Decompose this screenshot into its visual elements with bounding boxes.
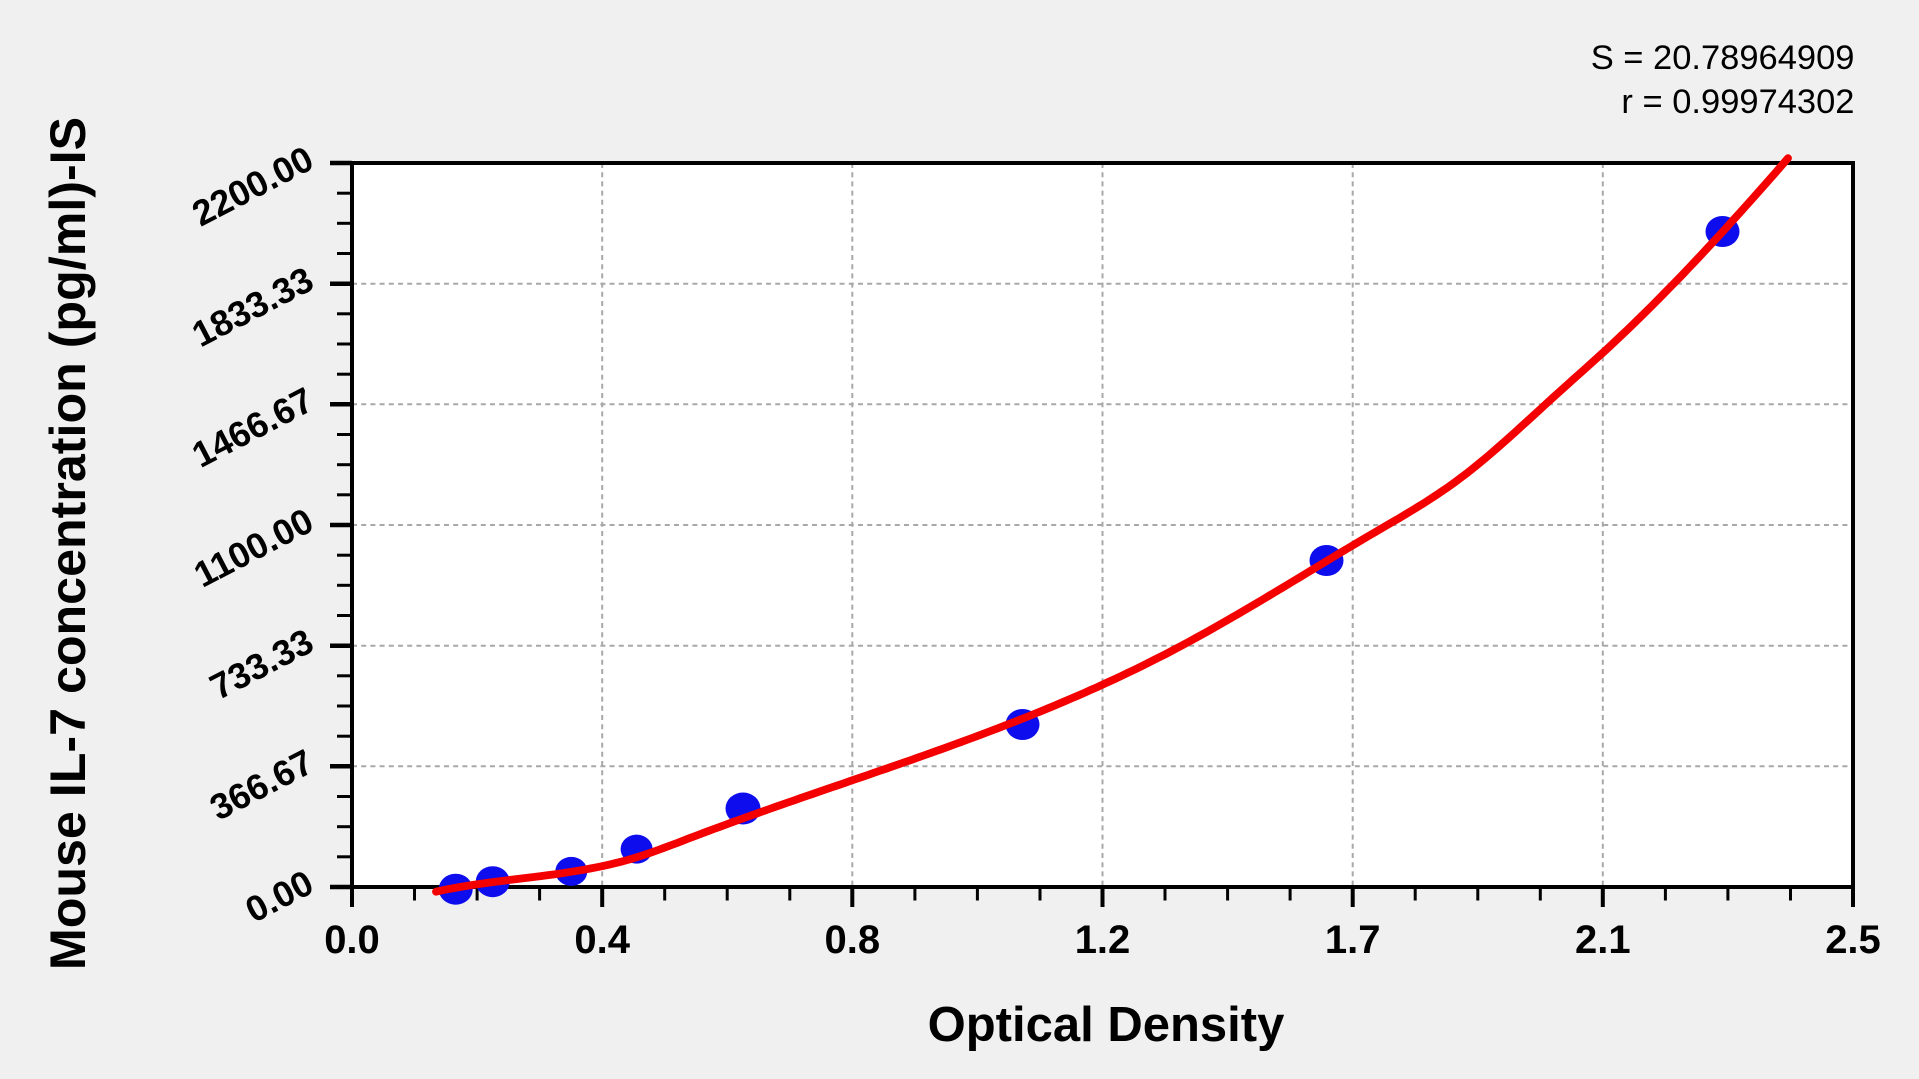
svg-text:0.0: 0.0: [324, 918, 380, 962]
svg-text:Mouse IL-7 concentration (pg/m: Mouse IL-7 concentration (pg/ml)-IS: [40, 117, 96, 970]
svg-text:S = 20.78964909: S = 20.78964909: [1591, 39, 1855, 77]
svg-text:2.5: 2.5: [1825, 918, 1881, 962]
svg-text:0.8: 0.8: [824, 918, 880, 962]
svg-text:2.1: 2.1: [1575, 918, 1631, 962]
svg-text:r = 0.99974302: r = 0.99974302: [1621, 83, 1854, 121]
svg-text:1.7: 1.7: [1325, 918, 1381, 962]
svg-text:1.2: 1.2: [1075, 918, 1131, 962]
svg-text:Optical Density: Optical Density: [928, 998, 1285, 1052]
svg-text:0.4: 0.4: [574, 918, 630, 962]
